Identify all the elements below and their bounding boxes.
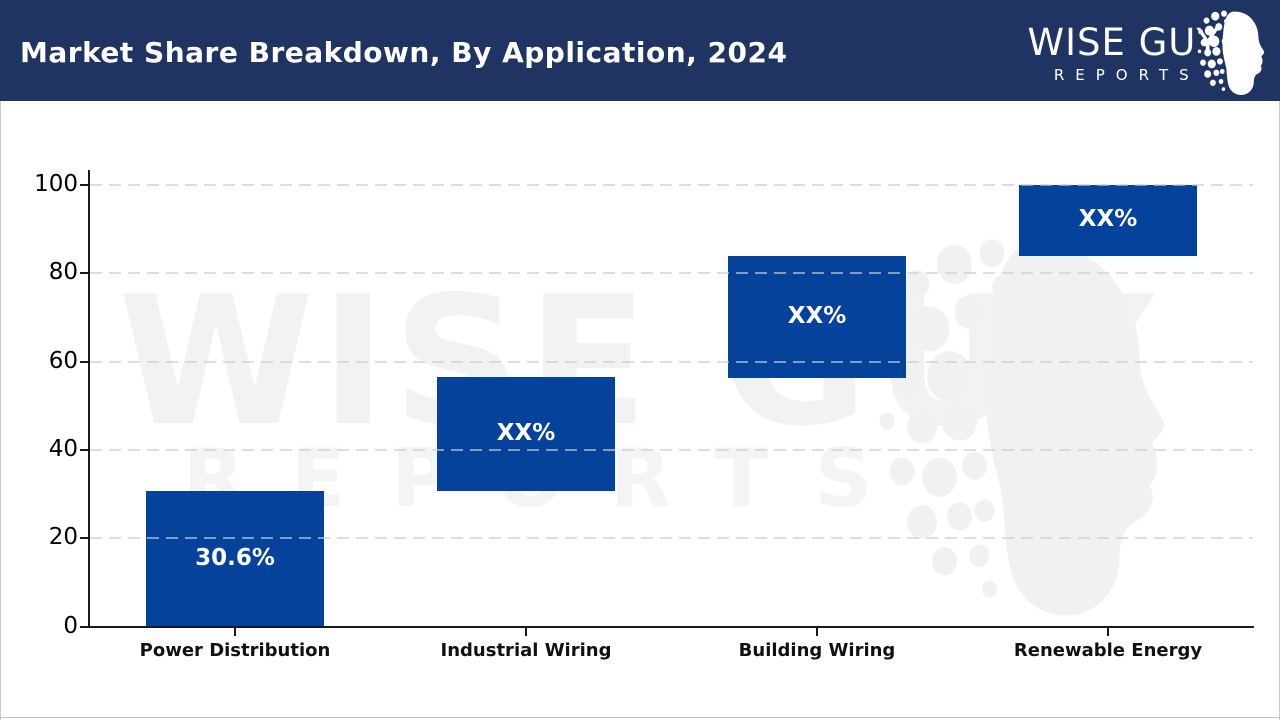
bar-value-label: XX% bbox=[1078, 206, 1138, 232]
x-axis-tick bbox=[525, 628, 527, 636]
x-axis-tick bbox=[1107, 628, 1109, 636]
x-axis-tick bbox=[234, 628, 236, 636]
x-category-label: Renewable Energy bbox=[1013, 640, 1203, 661]
x-category-label: Industrial Wiring bbox=[440, 640, 612, 661]
watermark-head-icon bbox=[879, 239, 1165, 616]
bar-value-label: XX% bbox=[496, 420, 556, 446]
gridline bbox=[90, 448, 1253, 451]
bar-segment bbox=[146, 491, 324, 626]
x-category-label: Building Wiring bbox=[738, 640, 896, 661]
page-border-bottom bbox=[0, 717, 1280, 718]
gridline bbox=[90, 360, 1253, 363]
y-tick-label: 60 bbox=[48, 347, 78, 374]
gridline bbox=[90, 272, 1253, 275]
wiseguy-logo: WISE GUY REPORTS bbox=[1028, 0, 1266, 101]
y-axis-line bbox=[88, 170, 90, 628]
y-tick-label: 0 bbox=[63, 612, 78, 639]
y-axis-tick bbox=[80, 448, 88, 451]
y-axis-tick bbox=[80, 272, 88, 275]
y-tick-label: 20 bbox=[48, 524, 78, 551]
y-axis-tick bbox=[80, 360, 88, 363]
page-border-left bbox=[0, 101, 1, 720]
bar-segment bbox=[728, 256, 906, 378]
x-axis-tick bbox=[816, 628, 818, 636]
gridline bbox=[90, 184, 1253, 186]
bar-value-label: 30.6% bbox=[195, 545, 275, 571]
y-tick-label: 40 bbox=[48, 435, 78, 462]
logo-wiseguy-label: WISE GUY bbox=[1027, 21, 1220, 64]
gridline bbox=[90, 537, 1253, 540]
bar-segment bbox=[1019, 185, 1197, 256]
y-axis-tick bbox=[80, 184, 88, 186]
wiseguy-head-icon bbox=[1197, 10, 1265, 95]
bar-segment bbox=[437, 377, 615, 491]
x-category-label: Power Distribution bbox=[139, 640, 331, 661]
y-axis-tick bbox=[80, 537, 88, 540]
logo-text: WISE GUY REPORTS bbox=[1028, 21, 1220, 84]
x-axis-line bbox=[88, 626, 1254, 628]
bar-value-label: XX% bbox=[787, 303, 847, 329]
y-tick-label: 100 bbox=[34, 171, 78, 197]
header-bar: Market Share Breakdown, By Application, … bbox=[0, 0, 1280, 101]
chart-title: Market Share Breakdown, By Application, … bbox=[20, 36, 788, 69]
y-axis-tick bbox=[80, 625, 88, 628]
y-tick-label: 80 bbox=[48, 259, 78, 286]
logo-reports-label: REPORTS bbox=[1053, 66, 1200, 84]
